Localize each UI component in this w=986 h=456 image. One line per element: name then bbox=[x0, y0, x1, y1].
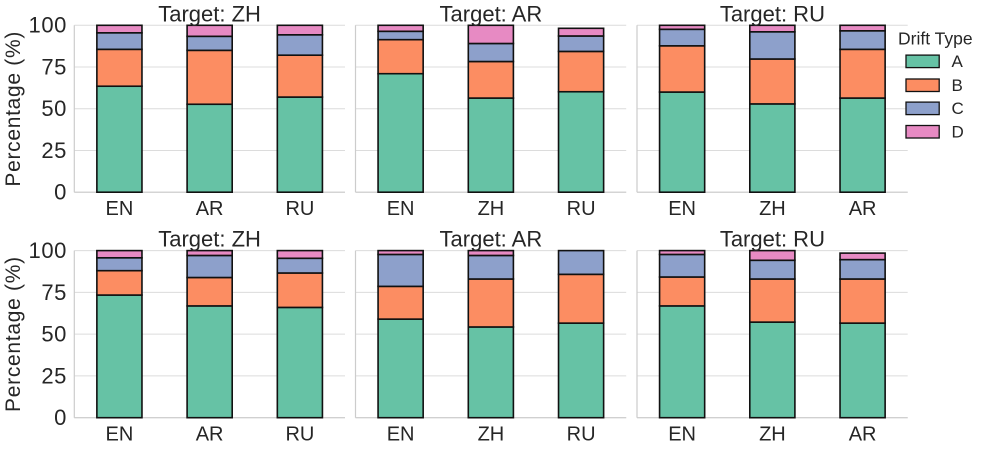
svg-text:0: 0 bbox=[54, 405, 67, 430]
svg-text:100: 100 bbox=[28, 238, 67, 263]
svg-text:RU: RU bbox=[567, 198, 596, 220]
svg-text:RU: RU bbox=[567, 424, 596, 446]
svg-text:75: 75 bbox=[41, 280, 67, 305]
svg-text:Percentage (%): Percentage (%) bbox=[2, 256, 25, 412]
svg-text:EN: EN bbox=[668, 198, 696, 220]
svg-text:Target: AR: Target: AR bbox=[440, 1, 543, 26]
svg-text:RU: RU bbox=[285, 198, 314, 220]
svg-text:EN: EN bbox=[106, 424, 134, 446]
svg-text:Percentage (%): Percentage (%) bbox=[2, 31, 25, 187]
svg-text:EN: EN bbox=[668, 424, 696, 446]
svg-text:ZH: ZH bbox=[759, 198, 786, 220]
svg-text:100: 100 bbox=[28, 13, 67, 38]
svg-text:50: 50 bbox=[41, 96, 67, 121]
svg-text:EN: EN bbox=[387, 198, 415, 220]
svg-text:ZH: ZH bbox=[478, 198, 505, 220]
svg-text:ZH: ZH bbox=[759, 424, 786, 446]
svg-text:50: 50 bbox=[41, 322, 67, 347]
svg-text:Drift Type: Drift Type bbox=[898, 28, 973, 48]
svg-text:EN: EN bbox=[387, 424, 415, 446]
svg-text:AR: AR bbox=[196, 424, 224, 446]
svg-text:AR: AR bbox=[849, 198, 877, 220]
svg-text:RU: RU bbox=[285, 424, 314, 446]
svg-text:ZH: ZH bbox=[478, 424, 505, 446]
svg-text:25: 25 bbox=[41, 363, 67, 388]
svg-text:EN: EN bbox=[106, 198, 134, 220]
svg-text:Target: AR: Target: AR bbox=[440, 227, 543, 252]
svg-text:Target: ZH: Target: ZH bbox=[158, 1, 261, 26]
svg-text:AR: AR bbox=[196, 198, 224, 220]
svg-text:C: C bbox=[952, 99, 964, 118]
svg-text:Target: ZH: Target: ZH bbox=[158, 227, 261, 252]
svg-text:D: D bbox=[952, 123, 964, 142]
svg-text:25: 25 bbox=[41, 138, 67, 163]
svg-text:75: 75 bbox=[41, 54, 67, 79]
svg-text:Target: RU: Target: RU bbox=[720, 227, 825, 252]
svg-text:A: A bbox=[952, 52, 964, 71]
svg-text:Target: RU: Target: RU bbox=[720, 1, 825, 26]
svg-text:B: B bbox=[952, 76, 963, 95]
svg-text:AR: AR bbox=[849, 424, 877, 446]
svg-text:0: 0 bbox=[54, 180, 67, 205]
